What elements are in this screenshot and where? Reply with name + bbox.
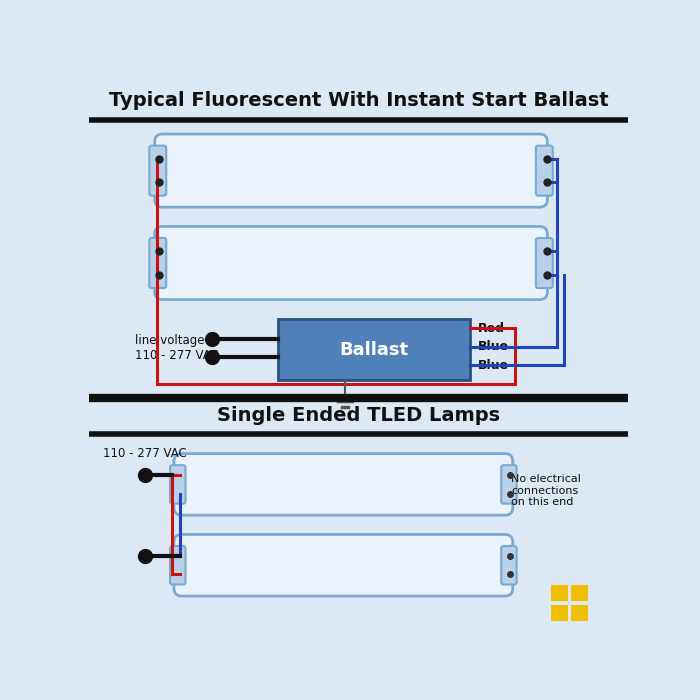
Text: Ballast: Ballast: [340, 341, 409, 358]
FancyBboxPatch shape: [170, 546, 186, 584]
FancyBboxPatch shape: [170, 466, 186, 504]
Text: No electrical
connections
on this end: No electrical connections on this end: [511, 474, 581, 508]
Text: Red: Red: [478, 321, 505, 335]
Text: Single Ended TLED Lamps: Single Ended TLED Lamps: [217, 405, 500, 425]
FancyBboxPatch shape: [501, 546, 517, 584]
Bar: [552, 605, 568, 622]
Text: Blue: Blue: [478, 340, 509, 353]
FancyBboxPatch shape: [174, 454, 512, 515]
FancyBboxPatch shape: [149, 146, 167, 195]
FancyBboxPatch shape: [536, 146, 553, 195]
Bar: [552, 584, 568, 601]
FancyBboxPatch shape: [155, 134, 547, 207]
FancyBboxPatch shape: [501, 466, 517, 504]
Text: Typical Fluorescent With Instant Start Ballast: Typical Fluorescent With Instant Start B…: [109, 92, 608, 111]
FancyBboxPatch shape: [536, 238, 553, 288]
Text: Blue: Blue: [478, 358, 509, 372]
Text: 110 - 277 VAC: 110 - 277 VAC: [103, 447, 187, 460]
FancyBboxPatch shape: [174, 535, 512, 596]
Text: line voltage
110 - 277 VAC: line voltage 110 - 277 VAC: [135, 334, 219, 362]
Bar: [571, 605, 588, 622]
Bar: [278, 318, 470, 381]
FancyBboxPatch shape: [149, 238, 167, 288]
Bar: [571, 584, 588, 601]
FancyBboxPatch shape: [155, 227, 547, 300]
